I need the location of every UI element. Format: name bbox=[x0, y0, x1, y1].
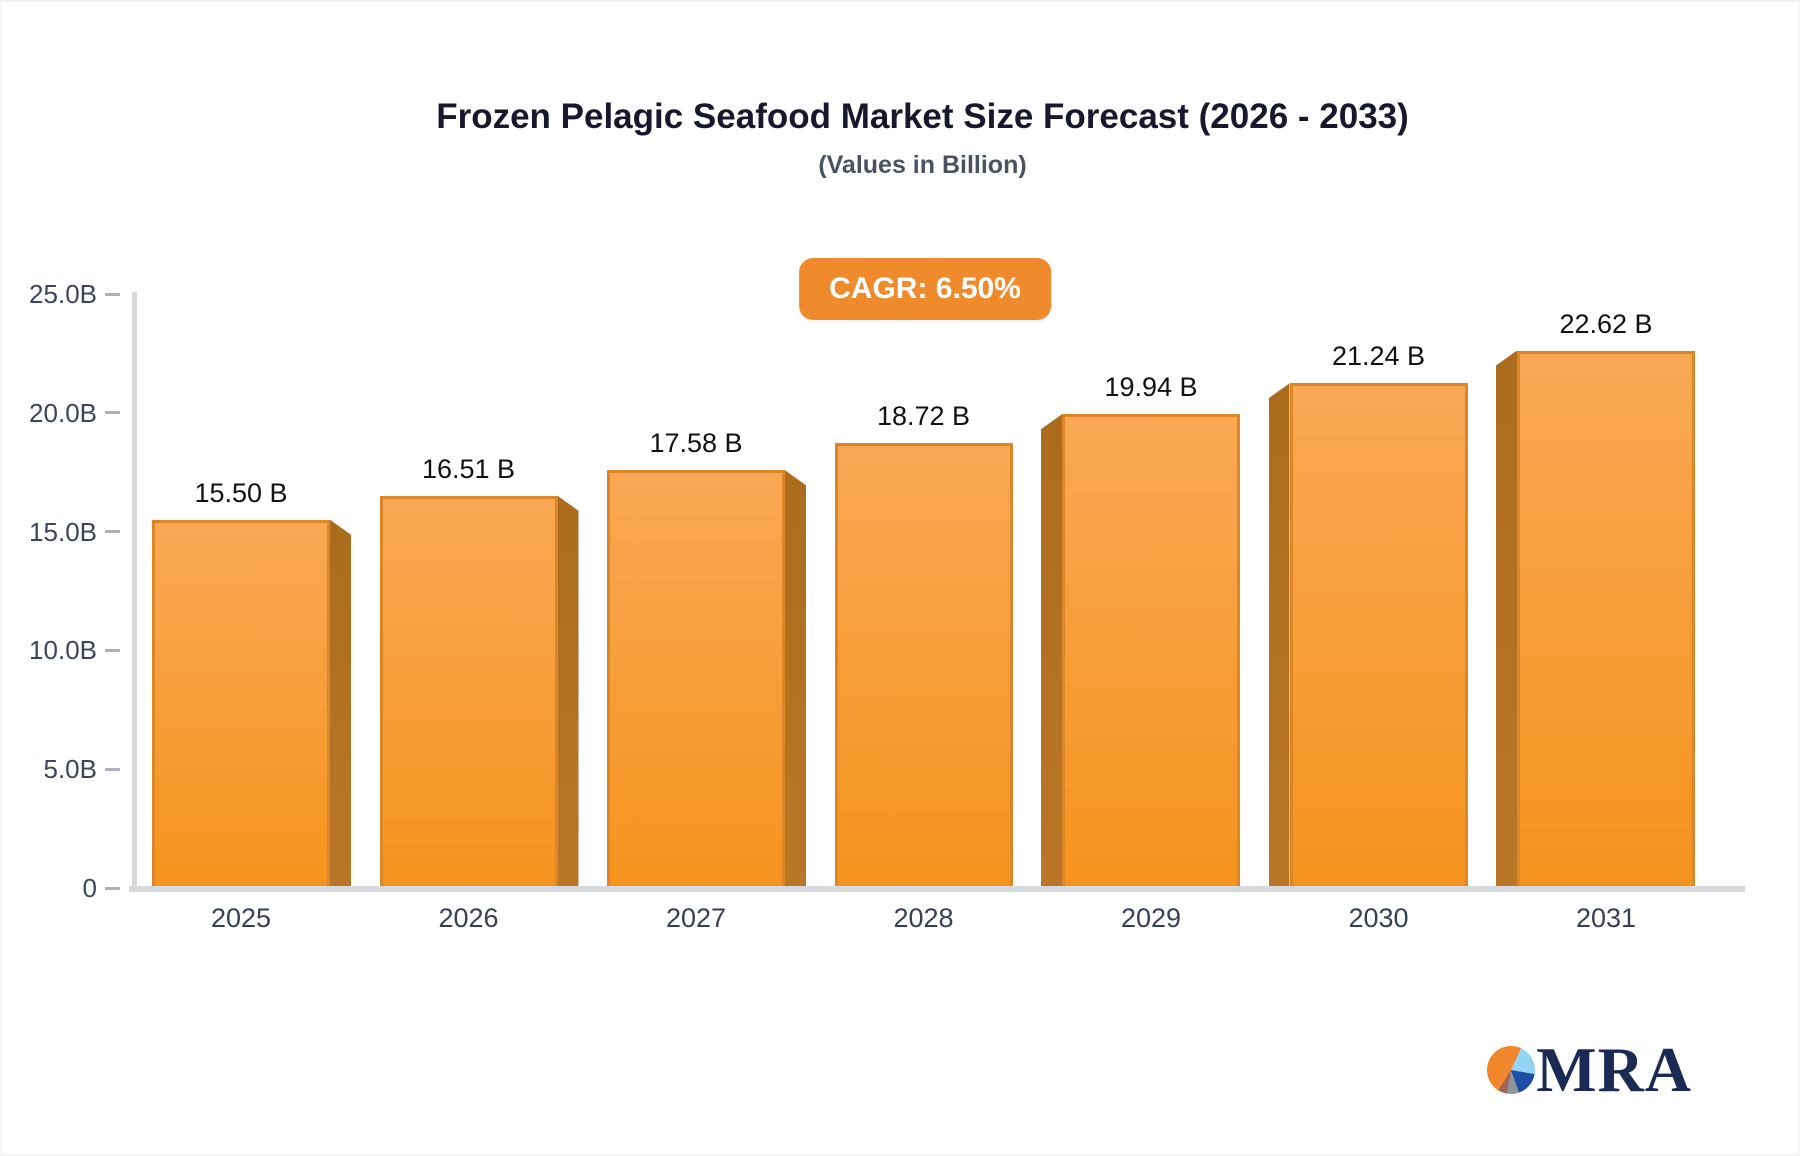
bar-2028 bbox=[834, 443, 1013, 888]
chart-title: Frozen Pelagic Seafood Market Size Forec… bbox=[436, 97, 1409, 136]
y-axis-line bbox=[132, 292, 137, 888]
mra-logo: MRA bbox=[1487, 1038, 1692, 1102]
x-tick-label-2025: 2025 bbox=[210, 903, 272, 933]
y-tick-mark bbox=[105, 411, 120, 415]
bar-side-face-2031 bbox=[1496, 350, 1517, 888]
bar-value-label-2025: 15.50 B bbox=[194, 477, 288, 508]
bar-value-label-2026: 16.51 B bbox=[421, 453, 516, 484]
bar-side-face-2025 bbox=[330, 519, 351, 888]
y-tick-label: 20.0B bbox=[29, 397, 97, 428]
y-tick-label: 10.0B bbox=[29, 635, 97, 666]
x-tick-label-2027: 2027 bbox=[665, 903, 727, 933]
bar-value-label-2031: 22.62 B bbox=[1559, 308, 1653, 339]
pie-chart-logo-icon bbox=[1487, 1046, 1536, 1094]
x-axis-line bbox=[129, 886, 1745, 892]
y-tick-mark bbox=[105, 292, 120, 296]
bar-2029 bbox=[1062, 414, 1240, 888]
bar-2031 bbox=[1517, 350, 1695, 888]
y-tick-mark bbox=[105, 648, 120, 652]
bar-2026 bbox=[379, 495, 558, 888]
x-tick-label-2028: 2028 bbox=[893, 903, 954, 933]
bar-2027 bbox=[607, 470, 785, 888]
y-tick-label: 0 bbox=[82, 873, 97, 903]
bar-2025 bbox=[152, 519, 330, 888]
logo-text: MRA bbox=[1536, 1034, 1692, 1105]
bar-value-label-2027: 17.58 B bbox=[649, 428, 743, 459]
y-tick-mark bbox=[105, 886, 120, 890]
y-tick-mark bbox=[105, 530, 120, 534]
bar-side-face-2026 bbox=[557, 495, 579, 888]
y-tick-label: 5.0B bbox=[43, 754, 98, 785]
x-tick-label-2029: 2029 bbox=[1120, 903, 1182, 933]
y-tick-label: 15.0B bbox=[29, 516, 97, 547]
bar-value-label-2029: 19.94 B bbox=[1104, 372, 1198, 403]
bar-side-face-2030 bbox=[1268, 383, 1290, 888]
bar-value-label-2030: 21.24 B bbox=[1331, 341, 1426, 372]
bar-2030 bbox=[1289, 383, 1468, 888]
x-tick-label-2026: 2026 bbox=[438, 903, 499, 933]
bar-side-face-2029 bbox=[1041, 414, 1062, 888]
cagr-badge: CAGR: 6.50% bbox=[799, 258, 1051, 320]
x-tick-label-2031: 2031 bbox=[1575, 903, 1637, 933]
bar-value-label-2028: 18.72 B bbox=[876, 401, 971, 432]
x-tick-label-2030: 2030 bbox=[1348, 903, 1409, 933]
bar-side-face-2027 bbox=[785, 470, 806, 888]
y-tick-label: 25.0B bbox=[29, 279, 97, 309]
y-tick-mark bbox=[105, 767, 120, 771]
chart-subtitle: (Values in Billion) bbox=[818, 151, 1027, 179]
